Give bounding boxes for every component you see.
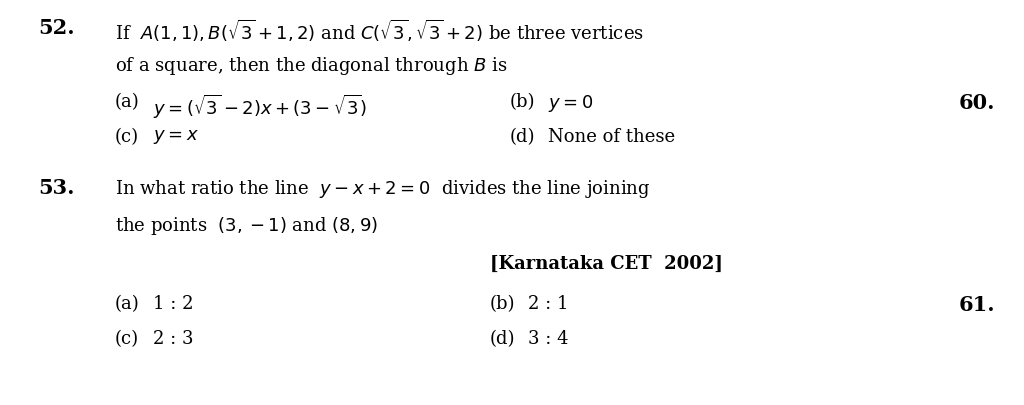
Text: (c): (c) <box>115 329 139 347</box>
Text: $y=x$: $y=x$ <box>153 128 199 146</box>
Text: 61.: 61. <box>958 294 995 314</box>
Text: None of these: None of these <box>548 128 675 146</box>
Text: of a square, then the diagonal through $B$ is: of a square, then the diagonal through $… <box>115 55 508 77</box>
Text: (b): (b) <box>510 93 536 111</box>
Text: (c): (c) <box>115 128 139 146</box>
Text: 52.: 52. <box>38 18 75 38</box>
Text: (a): (a) <box>115 93 139 111</box>
Text: $y = (\sqrt{3}-2)x+(3-\sqrt{3})$: $y = (\sqrt{3}-2)x+(3-\sqrt{3})$ <box>153 93 368 121</box>
Text: 53.: 53. <box>38 177 75 198</box>
Text: 1 : 2: 1 : 2 <box>153 294 194 312</box>
Text: (d): (d) <box>490 329 515 347</box>
Text: the points  $(3,-1)$ and $(8,9)$: the points $(3,-1)$ and $(8,9)$ <box>115 215 378 237</box>
Text: (b): (b) <box>490 294 515 312</box>
Text: If  $A(1,1), B(\sqrt{3}+1,2)$ and $C(\sqrt{3}, \sqrt{3}+2)$ be three vertices: If $A(1,1), B(\sqrt{3}+1,2)$ and $C(\sqr… <box>115 18 644 44</box>
Text: (d): (d) <box>510 128 536 146</box>
Text: 3 : 4: 3 : 4 <box>528 329 568 347</box>
Text: In what ratio the line  $y-x+2=0$  divides the line joining: In what ratio the line $y-x+2=0$ divides… <box>115 177 650 200</box>
Text: $y=0$: $y=0$ <box>548 93 593 114</box>
Text: (a): (a) <box>115 294 139 312</box>
Text: 2 : 3: 2 : 3 <box>153 329 194 347</box>
Text: 2 : 1: 2 : 1 <box>528 294 568 312</box>
Text: 60.: 60. <box>958 93 995 113</box>
Text: [Karnataka CET  2002]: [Karnataka CET 2002] <box>490 254 723 272</box>
